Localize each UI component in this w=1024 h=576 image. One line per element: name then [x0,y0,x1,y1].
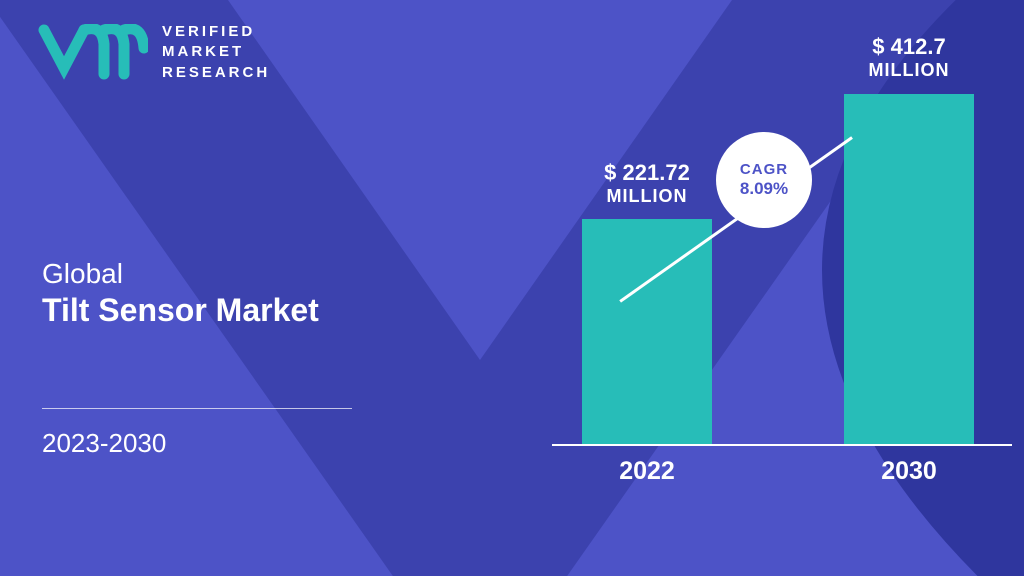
logo-text-line3: RESEARCH [162,63,270,83]
bar-2022 [582,219,712,444]
logo-mark-icon [38,24,148,80]
x-label-2022: 2022 [582,457,712,486]
bar-2030 [844,94,974,444]
logo-text-line2: MARKET [162,42,270,62]
title-block: Global Tilt Sensor Market [42,258,319,329]
bar-2022-unit: MILLION [557,186,737,207]
bar-2030-label: $ 412.7 MILLION [819,34,999,81]
logo-text: VERIFIED MARKET RESEARCH [162,22,270,83]
infographic-canvas: VERIFIED MARKET RESEARCH Global Tilt Sen… [0,0,1024,576]
logo-text-line1: VERIFIED [162,22,270,42]
brand-logo: VERIFIED MARKET RESEARCH [38,22,270,83]
cagr-label: CAGR [740,161,788,178]
bar-2030-value: $ 412.7 [819,34,999,60]
title-line2: Tilt Sensor Market [42,292,319,329]
cagr-value: 8.09% [740,179,788,199]
cagr-badge: CAGR 8.09% [716,132,812,228]
title-line1: Global [42,258,319,290]
bar-2022-value: $ 221.72 [557,160,737,186]
x-axis-line [552,444,1012,446]
bar-chart: $ 221.72 MILLION 2022 $ 412.7 MILLION 20… [552,20,1012,490]
bar-2022-label: $ 221.72 MILLION [557,160,737,207]
x-label-2030: 2030 [844,457,974,486]
year-range: 2023-2030 [42,428,166,459]
bar-2030-unit: MILLION [819,60,999,81]
title-divider [42,408,352,409]
